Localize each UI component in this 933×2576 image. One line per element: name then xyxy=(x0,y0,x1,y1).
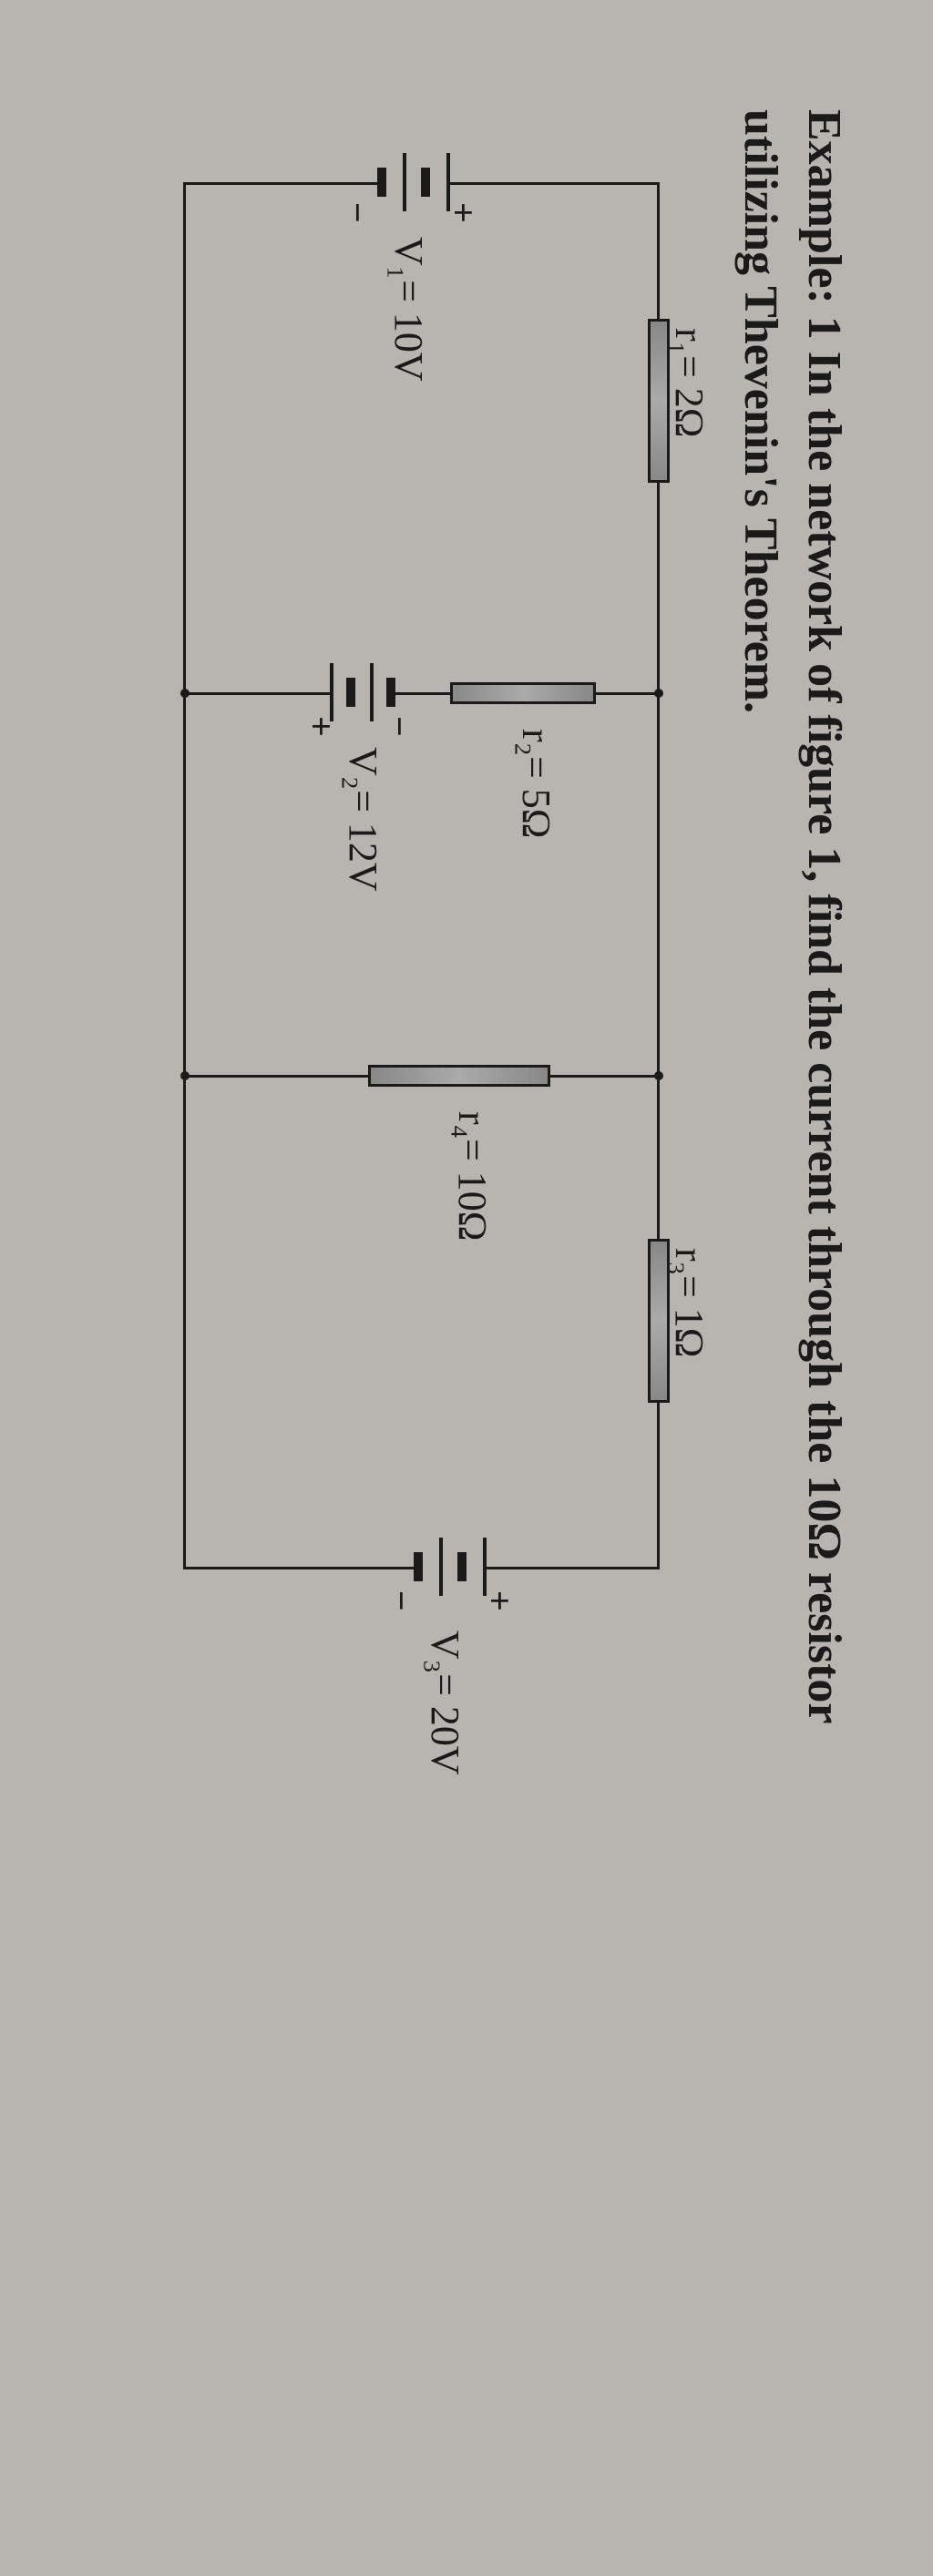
node-top-b xyxy=(654,689,663,698)
v3-minus: − xyxy=(380,1590,423,1611)
v3-plus: + xyxy=(478,1590,521,1611)
node-top-c xyxy=(654,1071,663,1080)
label-v1: V₁= 10V xyxy=(385,237,432,382)
label-r1: r₁= 2Ω xyxy=(666,328,713,438)
node-bot-c xyxy=(180,1071,190,1080)
label-v3: V₃= 20V xyxy=(422,1630,468,1775)
problem-text-line1: Example: 1 In the network of figure 1, f… xyxy=(797,109,851,1724)
v2-minus: − xyxy=(378,716,421,737)
label-r2: r₂= 5Ω xyxy=(513,729,559,839)
resistor-r2 xyxy=(450,682,596,704)
v1-plus: + xyxy=(442,202,485,223)
label-v2: V₂= 12V xyxy=(340,747,386,892)
v1-minus: − xyxy=(336,202,379,223)
resistor-r4 xyxy=(368,1065,550,1087)
label-r3: r₃= 1Ω xyxy=(666,1248,713,1358)
v2-plus: + xyxy=(300,716,343,737)
node-bot-b xyxy=(180,689,190,698)
circuit-diagram: + − V₁= 10V − + V₂= 12V r₂= 5Ω r₄= 1 xyxy=(113,182,696,1731)
problem-text-line2: utilizing Thevenin's Theorem. xyxy=(733,109,787,713)
label-r4: r₄= 10Ω xyxy=(449,1111,496,1242)
